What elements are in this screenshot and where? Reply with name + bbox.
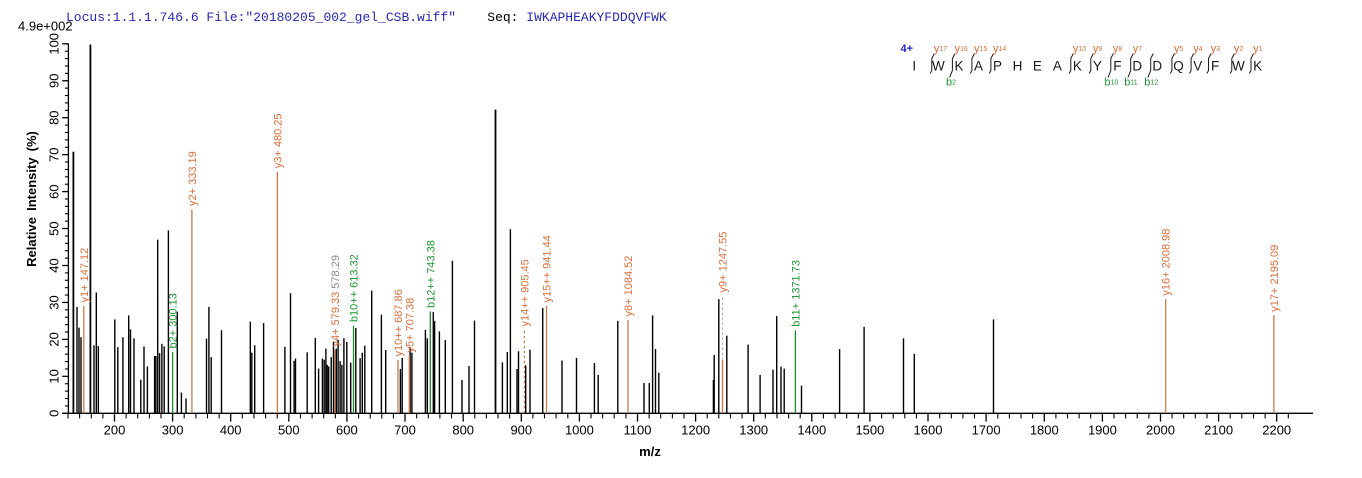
svg-text:20: 20 <box>47 332 62 346</box>
svg-text:y1+ 147.12: y1+ 147.12 <box>79 248 91 303</box>
svg-text:1400: 1400 <box>797 423 826 438</box>
svg-text:1200: 1200 <box>681 423 710 438</box>
svg-text:300: 300 <box>162 423 184 438</box>
svg-text:b10++ 613.32: b10++ 613.32 <box>349 254 361 322</box>
svg-text:y15: y15 <box>974 43 987 55</box>
svg-text:y16+ 2008.98: y16+ 2008.98 <box>1161 229 1173 296</box>
svg-text:y10: y10 <box>1073 43 1086 55</box>
svg-text:b10: b10 <box>1104 77 1118 89</box>
svg-text:2000: 2000 <box>1146 423 1175 438</box>
svg-text:10: 10 <box>47 369 62 383</box>
svg-text:D: D <box>1152 58 1162 73</box>
svg-text:1500: 1500 <box>855 423 884 438</box>
svg-text:D: D <box>1132 58 1142 73</box>
svg-text:500: 500 <box>278 423 300 438</box>
svg-text:E: E <box>1033 58 1042 73</box>
svg-text:y17: y17 <box>934 43 947 55</box>
svg-text:1100: 1100 <box>624 423 652 438</box>
svg-text:600: 600 <box>336 423 358 438</box>
svg-text:4+: 4+ <box>901 43 914 55</box>
svg-text:2100: 2100 <box>1204 423 1233 438</box>
svg-text:b12++ 743.38: b12++ 743.38 <box>425 240 437 308</box>
svg-text:y5+ 707.38: y5+ 707.38 <box>404 298 416 353</box>
svg-text:y3: y3 <box>1211 43 1221 55</box>
svg-text:K: K <box>954 58 963 73</box>
svg-text:V: V <box>1193 58 1202 73</box>
svg-text:y5: y5 <box>1174 43 1184 55</box>
svg-text:50: 50 <box>47 221 62 235</box>
svg-text:80: 80 <box>47 110 62 124</box>
svg-text:Q: Q <box>1173 58 1184 73</box>
svg-text:A: A <box>974 58 983 73</box>
svg-text:y9+ 1247.55: y9+ 1247.55 <box>718 232 730 293</box>
svg-text:P: P <box>993 58 1002 73</box>
svg-text:1800: 1800 <box>1030 423 1059 438</box>
svg-text:1000: 1000 <box>565 423 594 438</box>
svg-text:1300: 1300 <box>739 423 768 438</box>
svg-text:K: K <box>1253 58 1262 73</box>
svg-text:b2+ 300.13: b2+ 300.13 <box>168 293 180 348</box>
svg-text:700: 700 <box>394 423 416 438</box>
svg-text:y1: y1 <box>1253 43 1263 55</box>
svg-text:y10++ 687.86: y10++ 687.86 <box>393 289 405 356</box>
svg-text:y17+ 2195.09: y17+ 2195.09 <box>1269 245 1281 312</box>
svg-text:Y: Y <box>1093 58 1102 73</box>
svg-text:2200: 2200 <box>1262 423 1291 438</box>
svg-text:H: H <box>1013 58 1023 73</box>
svg-text:y4+ 579.33 578.29: y4+ 579.33 578.29 <box>330 255 342 346</box>
svg-text:200: 200 <box>104 423 126 438</box>
svg-text:A: A <box>1053 58 1062 73</box>
svg-text:1900: 1900 <box>1088 423 1117 438</box>
svg-text:30: 30 <box>47 295 62 309</box>
svg-text:40: 40 <box>47 258 62 272</box>
svg-text:b11: b11 <box>1124 77 1137 89</box>
svg-text:Locus:1.1.1.746.6 File:"201802: Locus:1.1.1.746.6 File:"20180205_002_gel… <box>66 10 667 25</box>
svg-text:y8+ 1084.52: y8+ 1084.52 <box>623 256 635 317</box>
svg-text:4.9e+002: 4.9e+002 <box>18 19 73 34</box>
svg-text:F: F <box>1113 58 1121 73</box>
svg-text:90: 90 <box>47 74 62 88</box>
svg-text:400: 400 <box>220 423 242 438</box>
svg-text:1700: 1700 <box>972 423 1001 438</box>
svg-text:1600: 1600 <box>914 423 943 438</box>
svg-text:60: 60 <box>47 184 62 198</box>
svg-text:y16: y16 <box>955 43 968 55</box>
svg-text:y9: y9 <box>1093 43 1103 55</box>
svg-text:b2: b2 <box>946 77 956 89</box>
svg-text:y2+ 333.19: y2+ 333.19 <box>187 151 199 206</box>
svg-text:y8: y8 <box>1113 43 1123 55</box>
svg-text:K: K <box>1073 58 1082 73</box>
svg-text:y4: y4 <box>1193 43 1203 55</box>
svg-text:800: 800 <box>452 423 474 438</box>
svg-text:I: I <box>912 58 916 73</box>
svg-text:b11+ 1371.73: b11+ 1371.73 <box>790 260 802 327</box>
svg-text:70: 70 <box>47 147 62 161</box>
svg-text:W: W <box>1232 58 1245 73</box>
svg-text:y14: y14 <box>993 43 1006 55</box>
svg-text:y7: y7 <box>1133 43 1143 55</box>
svg-text:900: 900 <box>510 423 532 438</box>
svg-text:W: W <box>932 58 945 73</box>
svg-text:y3+ 480.25: y3+ 480.25 <box>272 113 284 168</box>
svg-text:m/z: m/z <box>639 444 661 459</box>
svg-text:y2: y2 <box>1234 43 1244 55</box>
svg-text:100: 100 <box>47 33 62 55</box>
svg-text:b12: b12 <box>1144 77 1158 89</box>
svg-text:Relative Intensity (%): Relative Intensity (%) <box>24 131 39 267</box>
svg-text:0: 0 <box>47 410 62 417</box>
svg-text:y14++ 905.45: y14++ 905.45 <box>519 259 531 326</box>
svg-text:F: F <box>1211 58 1219 73</box>
svg-text:y15++ 941.44: y15++ 941.44 <box>542 235 554 302</box>
